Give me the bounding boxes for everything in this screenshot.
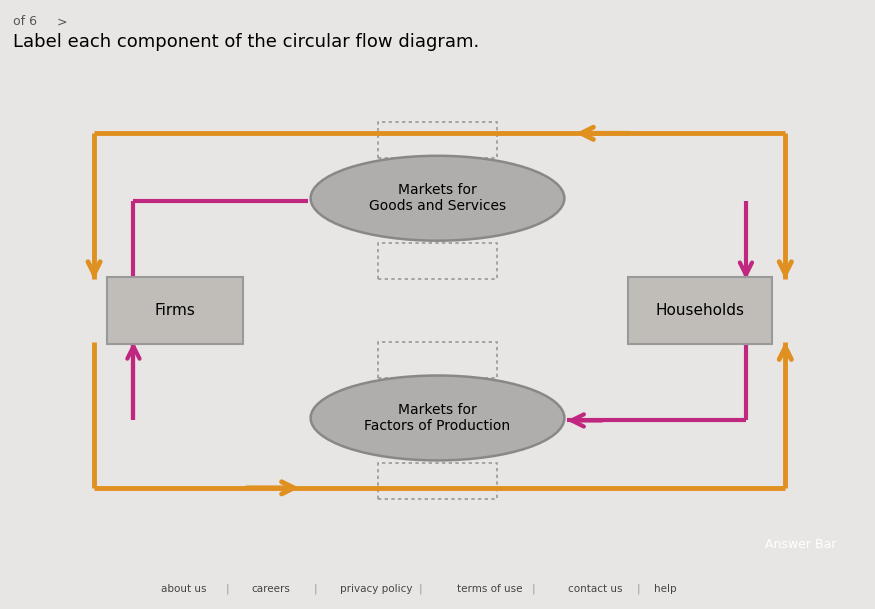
Text: privacy policy: privacy policy xyxy=(340,584,412,594)
FancyBboxPatch shape xyxy=(108,277,243,344)
Text: about us: about us xyxy=(161,584,206,594)
Text: |: | xyxy=(637,583,640,594)
Text: contact us: contact us xyxy=(568,584,622,594)
Text: of 6: of 6 xyxy=(13,15,37,28)
Bar xyxy=(378,463,497,499)
Text: |: | xyxy=(532,583,536,594)
Text: Markets for
Goods and Services: Markets for Goods and Services xyxy=(369,183,506,213)
Text: Households: Households xyxy=(655,303,745,318)
Text: >: > xyxy=(57,15,67,28)
Bar xyxy=(378,122,497,158)
Text: Firms: Firms xyxy=(155,303,195,318)
Bar xyxy=(378,243,497,279)
Text: Label each component of the circular flow diagram.: Label each component of the circular flo… xyxy=(13,33,480,52)
Text: |: | xyxy=(418,583,422,594)
Text: help: help xyxy=(654,584,676,594)
FancyBboxPatch shape xyxy=(628,277,773,344)
Text: careers: careers xyxy=(252,584,290,594)
Ellipse shape xyxy=(311,156,564,241)
Ellipse shape xyxy=(311,376,564,460)
Text: Markets for
Factors of Production: Markets for Factors of Production xyxy=(365,403,511,433)
Text: terms of use: terms of use xyxy=(458,584,522,594)
Text: Answer Bar: Answer Bar xyxy=(765,538,836,551)
Text: |: | xyxy=(226,583,229,594)
Bar xyxy=(378,342,497,378)
Text: |: | xyxy=(313,583,317,594)
